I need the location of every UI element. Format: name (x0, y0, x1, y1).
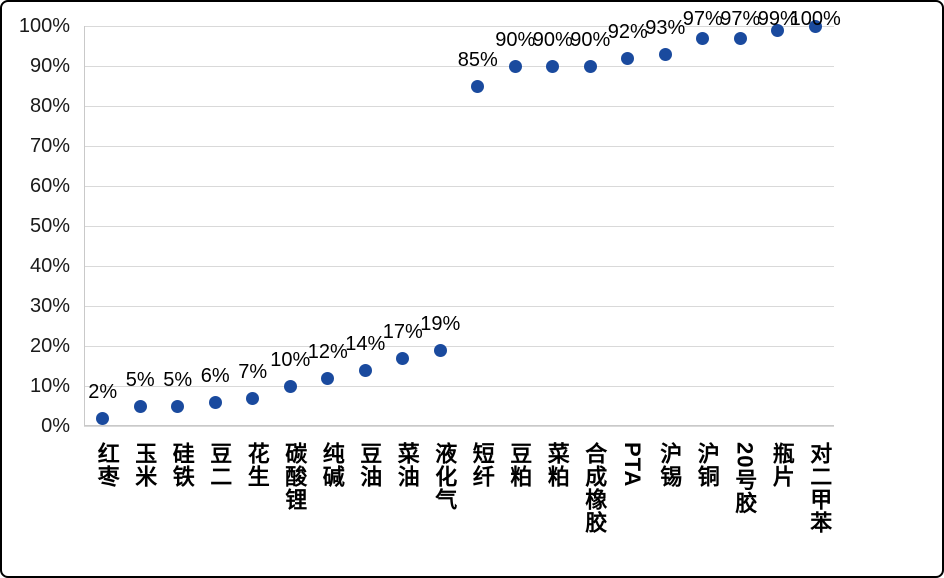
gridline (84, 26, 834, 27)
gridline (84, 266, 834, 267)
data-label: 85% (457, 49, 498, 71)
x-axis-category-label: 合成橡胶 (582, 442, 608, 534)
x-axis-category-label: 沪锡 (657, 442, 683, 488)
gridline (84, 426, 834, 427)
x-axis-category-label: 短纤 (469, 442, 495, 488)
gridline (84, 106, 834, 107)
data-point (658, 47, 672, 61)
x-axis-category-label: 液化气 (432, 442, 458, 511)
x-axis-category-label: 瓶片 (769, 442, 795, 488)
data-point (771, 23, 785, 37)
gridline (84, 186, 834, 187)
data-point (471, 79, 485, 93)
data-point (433, 343, 447, 357)
x-axis-category-label: 碳酸锂 (282, 442, 308, 511)
gridline (84, 306, 834, 307)
x-axis-category-label: 菜油 (394, 442, 420, 488)
data-label: 97% (720, 8, 761, 30)
plot-area (84, 26, 834, 426)
x-axis-category-label: 对二甲苯 (807, 442, 833, 534)
x-axis-category-label: 纯碱 (319, 442, 345, 488)
data-point (358, 363, 372, 377)
x-axis-category-label: 豆油 (357, 442, 383, 488)
gridline (84, 66, 834, 67)
x-axis-category-label: 20号胶 (732, 442, 758, 515)
data-point (208, 395, 222, 409)
x-axis-category-label: 红枣 (94, 442, 120, 488)
data-label: 2% (88, 381, 118, 403)
gridline (84, 226, 834, 227)
gridline (84, 146, 834, 147)
data-point (96, 411, 110, 425)
x-axis-category-label: 豆二 (207, 442, 233, 488)
data-point (171, 399, 185, 413)
x-axis-category-label: 玉米 (132, 442, 158, 488)
data-label: 19% (420, 313, 461, 335)
data-point (321, 371, 335, 385)
data-point (733, 31, 747, 45)
data-label: 6% (200, 365, 230, 387)
data-point (396, 351, 410, 365)
data-point (621, 51, 635, 65)
y-axis-tick-label: 10% (29, 375, 70, 397)
data-label: 17% (382, 321, 423, 343)
gridline (84, 346, 834, 347)
data-label: 99% (757, 8, 798, 30)
y-axis-tick-label: 40% (29, 255, 70, 277)
data-label: 90% (570, 29, 611, 51)
x-axis-category-label: 豆粕 (507, 442, 533, 488)
data-label: 14% (345, 333, 386, 355)
y-axis-tick-label: 50% (29, 215, 70, 237)
data-point (696, 31, 710, 45)
data-point (283, 379, 297, 393)
x-axis-category-label: PTA (619, 442, 645, 488)
x-axis-category-label: 硅铁 (169, 442, 195, 488)
y-axis-tick-label: 60% (29, 175, 70, 197)
y-axis-tick-label: 30% (29, 295, 70, 317)
data-point (246, 391, 260, 405)
data-point (808, 19, 822, 33)
y-axis-tick-label: 70% (29, 135, 70, 157)
x-axis-category-label: 花生 (244, 442, 270, 488)
data-label: 5% (125, 369, 155, 391)
data-label: 90% (495, 29, 536, 51)
data-label: 5% (163, 369, 193, 391)
data-point (546, 59, 560, 73)
data-label: 90% (532, 29, 573, 51)
y-axis-tick-label: 0% (41, 415, 70, 437)
x-axis-category-label: 菜粕 (544, 442, 570, 488)
data-label: 7% (238, 361, 268, 383)
data-label: 97% (682, 8, 723, 30)
data-label: 100% (789, 8, 841, 30)
gridline (84, 386, 834, 387)
data-point (508, 59, 522, 73)
data-label: 10% (270, 349, 311, 371)
x-axis-category-label: 沪铜 (694, 442, 720, 488)
data-point (583, 59, 597, 73)
y-axis-tick-label: 100% (18, 15, 70, 37)
data-label: 93% (645, 17, 686, 39)
data-label: 92% (607, 21, 648, 43)
y-axis-tick-label: 80% (29, 95, 70, 117)
data-point (133, 399, 147, 413)
data-label: 12% (307, 341, 348, 363)
y-axis-tick-label: 90% (29, 55, 70, 77)
y-axis-tick-label: 20% (29, 335, 70, 357)
